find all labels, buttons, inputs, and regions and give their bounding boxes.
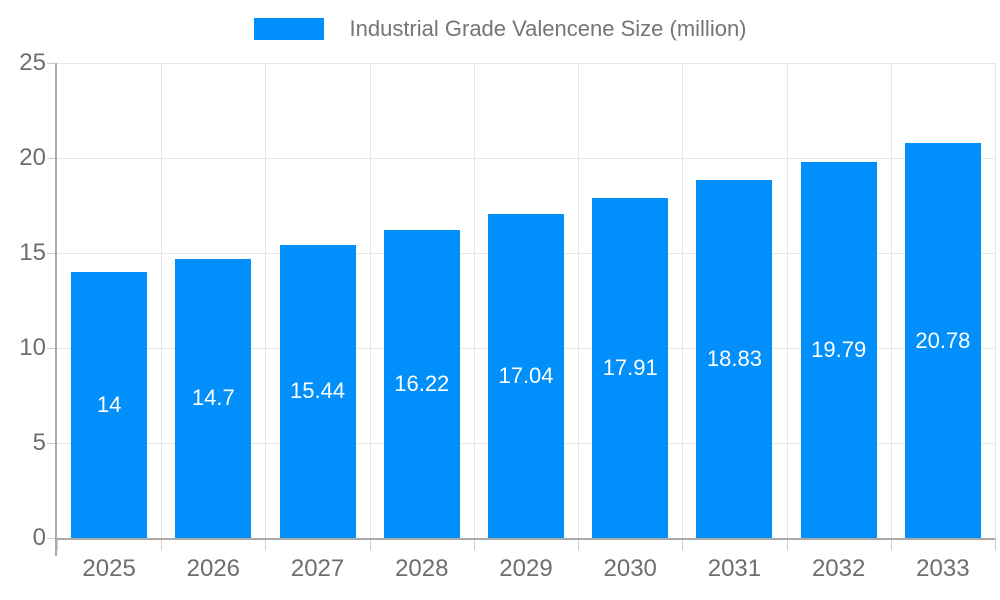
y-tick xyxy=(47,443,57,444)
y-axis-label: 5 xyxy=(32,429,46,456)
legend-item[interactable]: Industrial Grade Valencene Size (million… xyxy=(0,16,1000,42)
v-gridline xyxy=(890,63,892,538)
bar-value-label: 20.78 xyxy=(915,327,971,353)
bar-value-label: 17.04 xyxy=(498,363,554,389)
x-tick xyxy=(786,538,788,550)
bar-2029[interactable] xyxy=(488,214,564,538)
h-gridline xyxy=(57,158,995,159)
y-tick xyxy=(47,158,57,159)
x-tick xyxy=(161,538,163,550)
x-axis-label: 2027 xyxy=(290,555,345,582)
bar-value-label: 14 xyxy=(96,392,122,417)
y-tick xyxy=(47,348,57,349)
h-gridline xyxy=(57,63,995,64)
y-tick xyxy=(47,253,57,254)
bar-value-label: 14.7 xyxy=(191,385,235,411)
x-tick xyxy=(369,538,371,550)
v-gridline xyxy=(682,63,684,538)
x-tick xyxy=(265,538,267,550)
v-gridline xyxy=(265,63,267,538)
bar-2030[interactable] xyxy=(592,197,669,538)
x-tick xyxy=(473,538,475,550)
bar-value-label: 17.91 xyxy=(602,354,658,380)
v-gridline xyxy=(578,63,580,538)
y-tick xyxy=(47,63,57,64)
y-tick xyxy=(47,538,57,539)
bar-2033[interactable] xyxy=(904,143,981,538)
x-axis-label: 2025 xyxy=(82,555,136,582)
x-axis-label: 2030 xyxy=(603,555,657,582)
x-axis-label: 2032 xyxy=(811,555,866,582)
bar-value-label: 19.79 xyxy=(811,336,867,362)
x-axis-label: 2033 xyxy=(916,555,970,582)
x-axis-label: 2028 xyxy=(395,555,449,582)
bar-2025[interactable] xyxy=(71,272,148,538)
x-tick xyxy=(682,538,684,550)
bar-value-label: 18.83 xyxy=(706,346,762,372)
bar-2028[interactable] xyxy=(383,229,460,538)
v-gridline xyxy=(161,63,163,538)
y-axis-label: 20 xyxy=(19,144,46,171)
bar-2026[interactable] xyxy=(175,258,252,538)
x-tick xyxy=(578,538,580,550)
x-axis-label: 2031 xyxy=(707,555,762,582)
bar-value-label: 16.22 xyxy=(394,370,450,396)
v-gridline xyxy=(369,63,371,538)
x-tick xyxy=(890,538,892,550)
v-gridline xyxy=(786,63,788,538)
v-gridline xyxy=(473,63,475,538)
x-tick xyxy=(57,538,58,550)
bar-2027[interactable] xyxy=(279,244,356,538)
x-tick xyxy=(995,538,996,550)
bar-2031[interactable] xyxy=(696,180,773,538)
y-axis-label: 0 xyxy=(32,524,46,551)
x-axis-label: 2029 xyxy=(499,555,553,582)
bar-value-label: 15.44 xyxy=(290,378,346,404)
x-axis-label: 2026 xyxy=(186,555,241,582)
y-axis-label: 15 xyxy=(19,239,46,266)
v-gridline xyxy=(995,63,996,538)
legend-swatch-icon xyxy=(253,18,324,40)
bar-2032[interactable] xyxy=(800,161,877,538)
y-axis-label: 25 xyxy=(19,49,46,76)
y-axis-line xyxy=(55,63,57,556)
y-axis-label: 10 xyxy=(19,334,46,361)
legend-label: Industrial Grade Valencene Size (million… xyxy=(349,16,747,41)
x-axis-line xyxy=(57,538,995,540)
